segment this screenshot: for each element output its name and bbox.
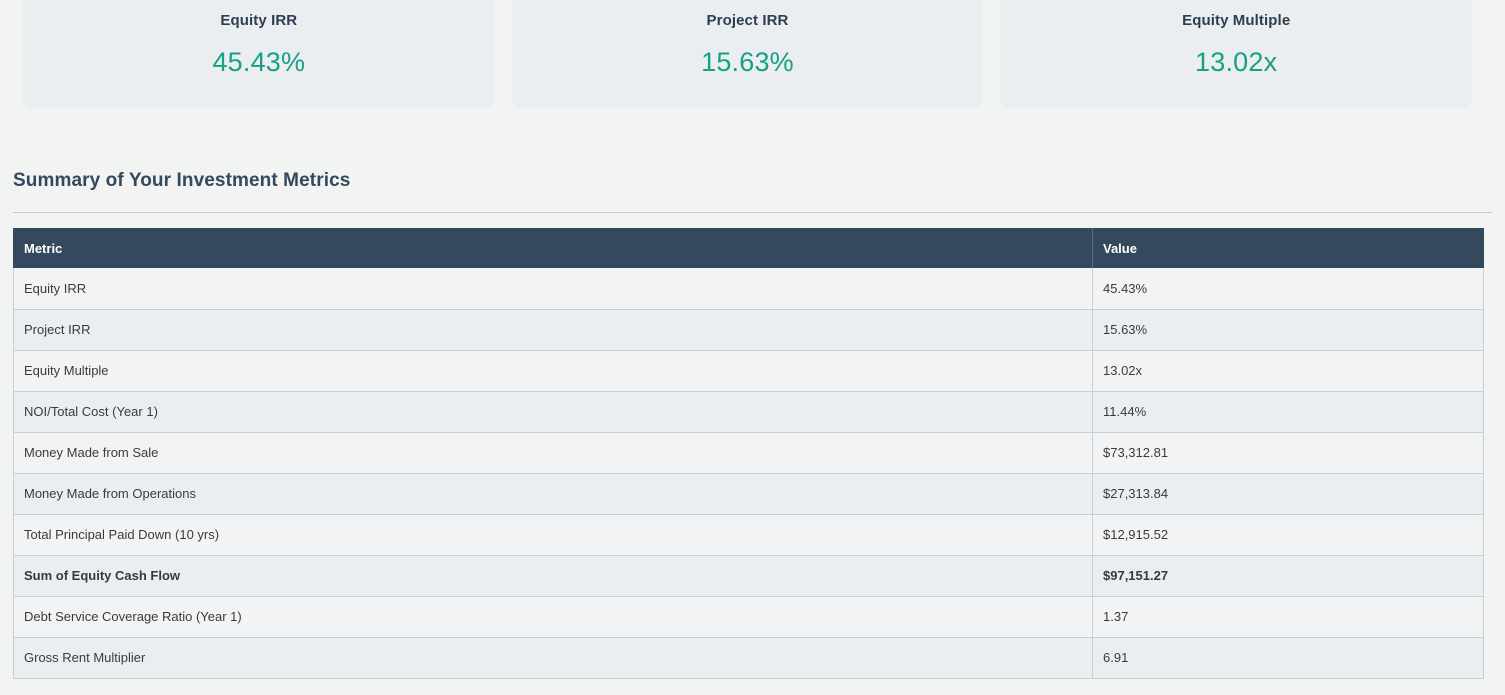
table-row[interactable]: Equity Multiple 13.02x (13, 350, 1484, 392)
column-header-value[interactable]: Value (1092, 228, 1484, 268)
metric-name-cell: Gross Rent Multiplier (13, 637, 1093, 679)
kpi-card-title: Equity Multiple (1182, 12, 1291, 29)
metric-name-cell: Debt Service Coverage Ratio (Year 1) (13, 596, 1093, 638)
table-header-row: Metric Value (13, 228, 1484, 268)
metric-value-cell: 11.44% (1092, 391, 1484, 433)
metric-name-cell: Total Principal Paid Down (10 yrs) (13, 514, 1093, 556)
metrics-table-container: Metric Value Equity IRR 45.43% Project IRR… (13, 228, 1484, 679)
kpi-card-value: 45.43% (212, 47, 306, 77)
table-row[interactable]: Debt Service Coverage Ratio (Year 1) 1.37 (13, 596, 1484, 638)
table-row[interactable]: Money Made from Sale $73,312.81 (13, 432, 1484, 474)
metric-value-cell: $27,313.84 (1092, 473, 1484, 515)
metrics-table: Metric Value Equity IRR 45.43% Project IRR… (13, 228, 1484, 679)
metric-name-cell: Equity IRR (13, 268, 1093, 310)
metric-name-cell: Money Made from Operations (13, 473, 1093, 515)
kpi-card-title: Project IRR (706, 12, 789, 29)
metric-name-cell: Project IRR (13, 309, 1093, 351)
column-header-metric[interactable]: Metric (13, 228, 1093, 268)
table-row[interactable]: Gross Rent Multiplier 6.91 (13, 637, 1484, 679)
metric-value-cell: 15.63% (1092, 309, 1484, 351)
table-row[interactable]: Sum of Equity Cash Flow $97,151.27 (13, 555, 1484, 597)
table-row[interactable]: NOI/Total Cost (Year 1) 11.44% (13, 391, 1484, 433)
table-row[interactable]: Equity IRR 45.43% (13, 268, 1484, 310)
metric-value-cell: 1.37 (1092, 596, 1484, 638)
metric-value-cell: 6.91 (1092, 637, 1484, 679)
kpi-card-title: Equity IRR (220, 12, 298, 29)
kpi-card: Project IRR 15.63% (511, 0, 984, 108)
kpi-card-value: 13.02x (1195, 47, 1278, 77)
metric-name-cell: Sum of Equity Cash Flow (13, 555, 1093, 597)
kpi-card: Equity IRR 45.43% (23, 0, 495, 108)
section-divider (13, 212, 1492, 213)
table-row[interactable]: Total Principal Paid Down (10 yrs) $12,91… (13, 514, 1484, 556)
page-title: Summary of Your Investment Metrics (13, 170, 351, 191)
table-row[interactable]: Project IRR 15.63% (13, 309, 1484, 351)
kpi-card: Equity Multiple 13.02x (1000, 0, 1473, 108)
table-header: Metric Value (13, 228, 1484, 268)
kpi-card-value: 15.63% (701, 47, 794, 77)
metric-value-cell: $97,151.27 (1092, 555, 1484, 597)
metric-value-cell: 45.43% (1092, 268, 1484, 310)
table-body: Equity IRR 45.43% Project IRR 15.63% Equity … (13, 268, 1484, 679)
metric-value-cell: $12,915.52 (1092, 514, 1484, 556)
kpi-card-row: Equity IRR 45.43% Project IRR 15.63% Equity … (23, 0, 1473, 108)
metric-value-cell: $73,312.81 (1092, 432, 1484, 474)
metric-value-cell: 13.02x (1092, 350, 1484, 392)
metric-name-cell: Equity Multiple (13, 350, 1093, 392)
table-row[interactable]: Money Made from Operations $27,313.84 (13, 473, 1484, 515)
metric-name-cell: NOI/Total Cost (Year 1) (13, 391, 1093, 433)
metric-name-cell: Money Made from Sale (13, 432, 1093, 474)
